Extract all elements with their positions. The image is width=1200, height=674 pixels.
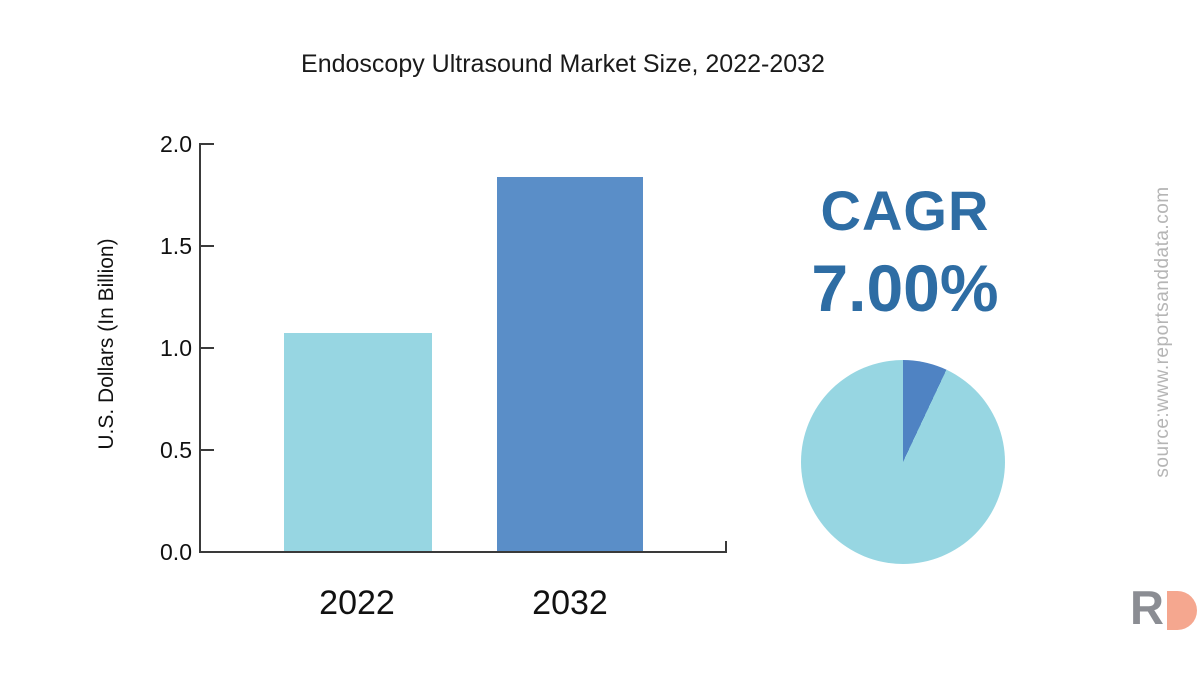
cagr-label: CAGR: [820, 179, 990, 242]
y-tick-label-0.5: 0.5: [160, 437, 192, 463]
y-tick-label-2.0: 2.0: [160, 131, 192, 157]
y-axis-line: [199, 143, 201, 553]
logo-letter-r: R: [1130, 581, 1164, 634]
y-tick-mark-0.5: [201, 449, 214, 451]
bar-2022: [284, 333, 432, 551]
cagr-pie: [801, 360, 1005, 564]
x-axis-end-tick: [725, 541, 727, 553]
y-tick-label-1.5: 1.5: [160, 233, 192, 259]
x-tick-label-2032: 2032: [532, 584, 608, 622]
chart-title: Endoscopy Ultrasound Market Size, 2022-2…: [301, 50, 825, 78]
bar-2032: [497, 176, 643, 551]
y-tick-mark-1.5: [201, 245, 214, 247]
y-tick-mark-1.0: [201, 347, 214, 349]
y-tick-mark-2.0: [201, 143, 214, 145]
logo-letter-d-shape: [1167, 591, 1197, 630]
cagr-value: 7.00%: [811, 251, 999, 325]
x-tick-label-2022: 2022: [319, 584, 395, 622]
plot-area: [201, 144, 727, 551]
reports-and-data-logo: R: [1130, 584, 1200, 634]
source-attribution: source:www.reportsanddata.com: [1152, 186, 1173, 478]
y-tick-label-1.0: 1.0: [160, 335, 192, 361]
x-axis-line: [199, 551, 727, 553]
y-tick-label-0.0: 0.0: [160, 539, 192, 565]
